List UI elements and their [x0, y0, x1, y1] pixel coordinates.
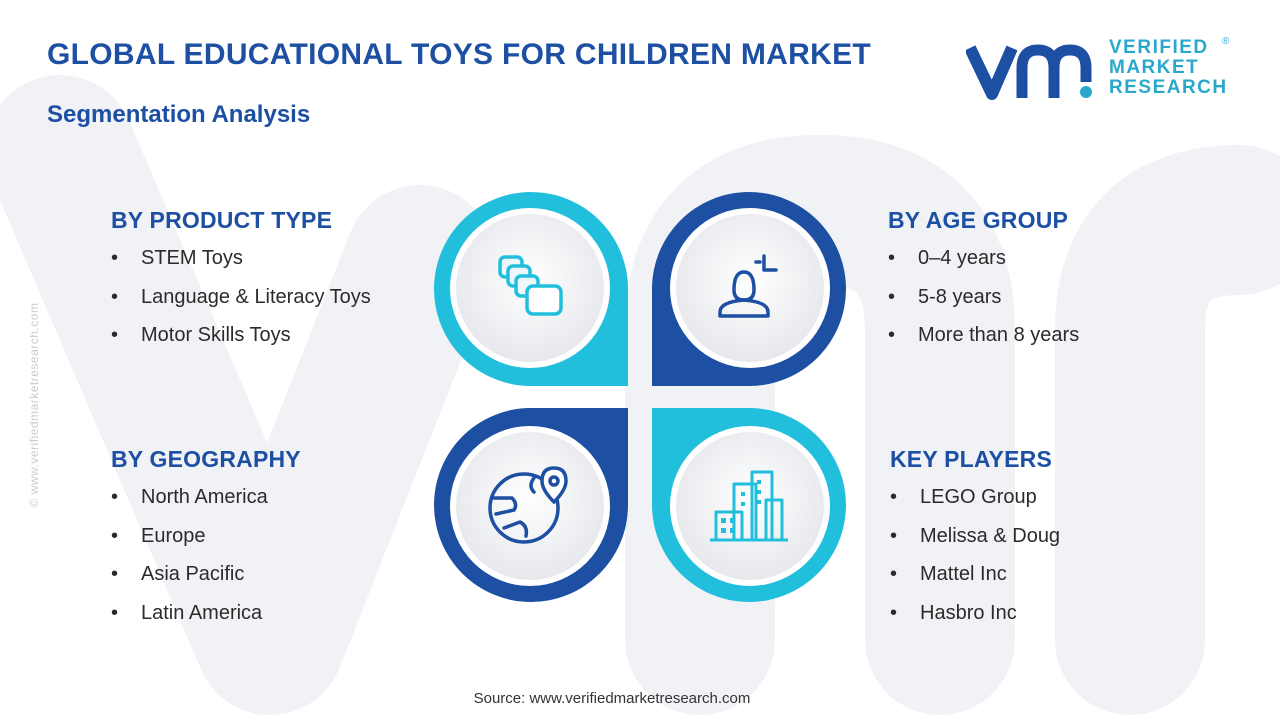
segment-item: Language & Literacy Toys: [111, 287, 371, 307]
side-watermark-text: © www.verifiedmarketresearch.com: [27, 302, 41, 508]
segment-item: North America: [111, 487, 301, 507]
segment-item: Mattel Inc: [890, 564, 1060, 584]
registered-mark: ®: [1222, 36, 1230, 47]
vmr-logo-text: VERIFIED MARKET RESEARCH: [1109, 38, 1228, 98]
segment-item: LEGO Group: [890, 487, 1060, 507]
segment-item: Europe: [111, 526, 301, 546]
segment-list: 0–4 years 5-8 years More than 8 years: [888, 248, 1079, 345]
page-title: GLOBAL EDUCATIONAL TOYS FOR CHILDREN MAR…: [47, 38, 872, 71]
vmr-logo: VERIFIED MARKET RESEARCH ®: [966, 36, 1236, 104]
segmentation-graphic: [434, 192, 846, 602]
buildings-icon: [710, 470, 788, 542]
source-citation: Source: www.verifiedmarketresearch.com: [473, 690, 751, 707]
petal-bottom-left: [434, 408, 628, 602]
segment-heading: KEY PLAYERS: [890, 446, 1052, 472]
petal-top-right: [652, 192, 846, 386]
segment-heading: BY GEOGRAPHY: [111, 446, 301, 472]
petal-bottom-right: [652, 408, 846, 602]
segment-item: Melissa & Doug: [890, 526, 1060, 546]
logo-line-2: MARKET: [1109, 57, 1200, 78]
blocks-icon: [498, 255, 563, 316]
segment-list: North America Europe Asia Pacific Latin Ame…: [111, 487, 301, 623]
page-subtitle: Segmentation Analysis: [47, 101, 311, 128]
segment-age-group: BY AGE GROUP 0–4 years 5-8 years More than…: [888, 207, 1079, 364]
segment-item: STEM Toys: [111, 248, 371, 268]
segment-list: LEGO Group Melissa & Doug Mattel Inc Hasbro…: [890, 487, 1060, 623]
segment-heading: BY PRODUCT TYPE: [111, 207, 333, 233]
segment-item: Asia Pacific: [111, 564, 301, 584]
segment-geography: BY GEOGRAPHY North America Europe Asia Pac…: [111, 446, 301, 641]
segment-list: STEM Toys Language & Literacy Toys Motor S…: [111, 248, 371, 345]
segment-heading: BY AGE GROUP: [888, 207, 1069, 233]
vmr-logo-mark: [966, 44, 1092, 100]
globe-pin-icon: [488, 466, 568, 544]
segment-item: More than 8 years: [888, 325, 1079, 345]
segment-item: Latin America: [111, 603, 301, 623]
logo-line-3: RESEARCH: [1109, 77, 1228, 98]
segment-product-type: BY PRODUCT TYPE STEM Toys Language & Lite…: [111, 207, 371, 364]
segment-item: Hasbro Inc: [890, 603, 1060, 623]
segment-item: Motor Skills Toys: [111, 325, 371, 345]
segment-item: 0–4 years: [888, 248, 1079, 268]
person-icon: [718, 254, 778, 318]
logo-line-1: VERIFIED: [1109, 37, 1209, 58]
segment-key-players: KEY PLAYERS LEGO Group Melissa & Doug Matt…: [890, 446, 1060, 641]
segment-item: 5-8 years: [888, 287, 1079, 307]
